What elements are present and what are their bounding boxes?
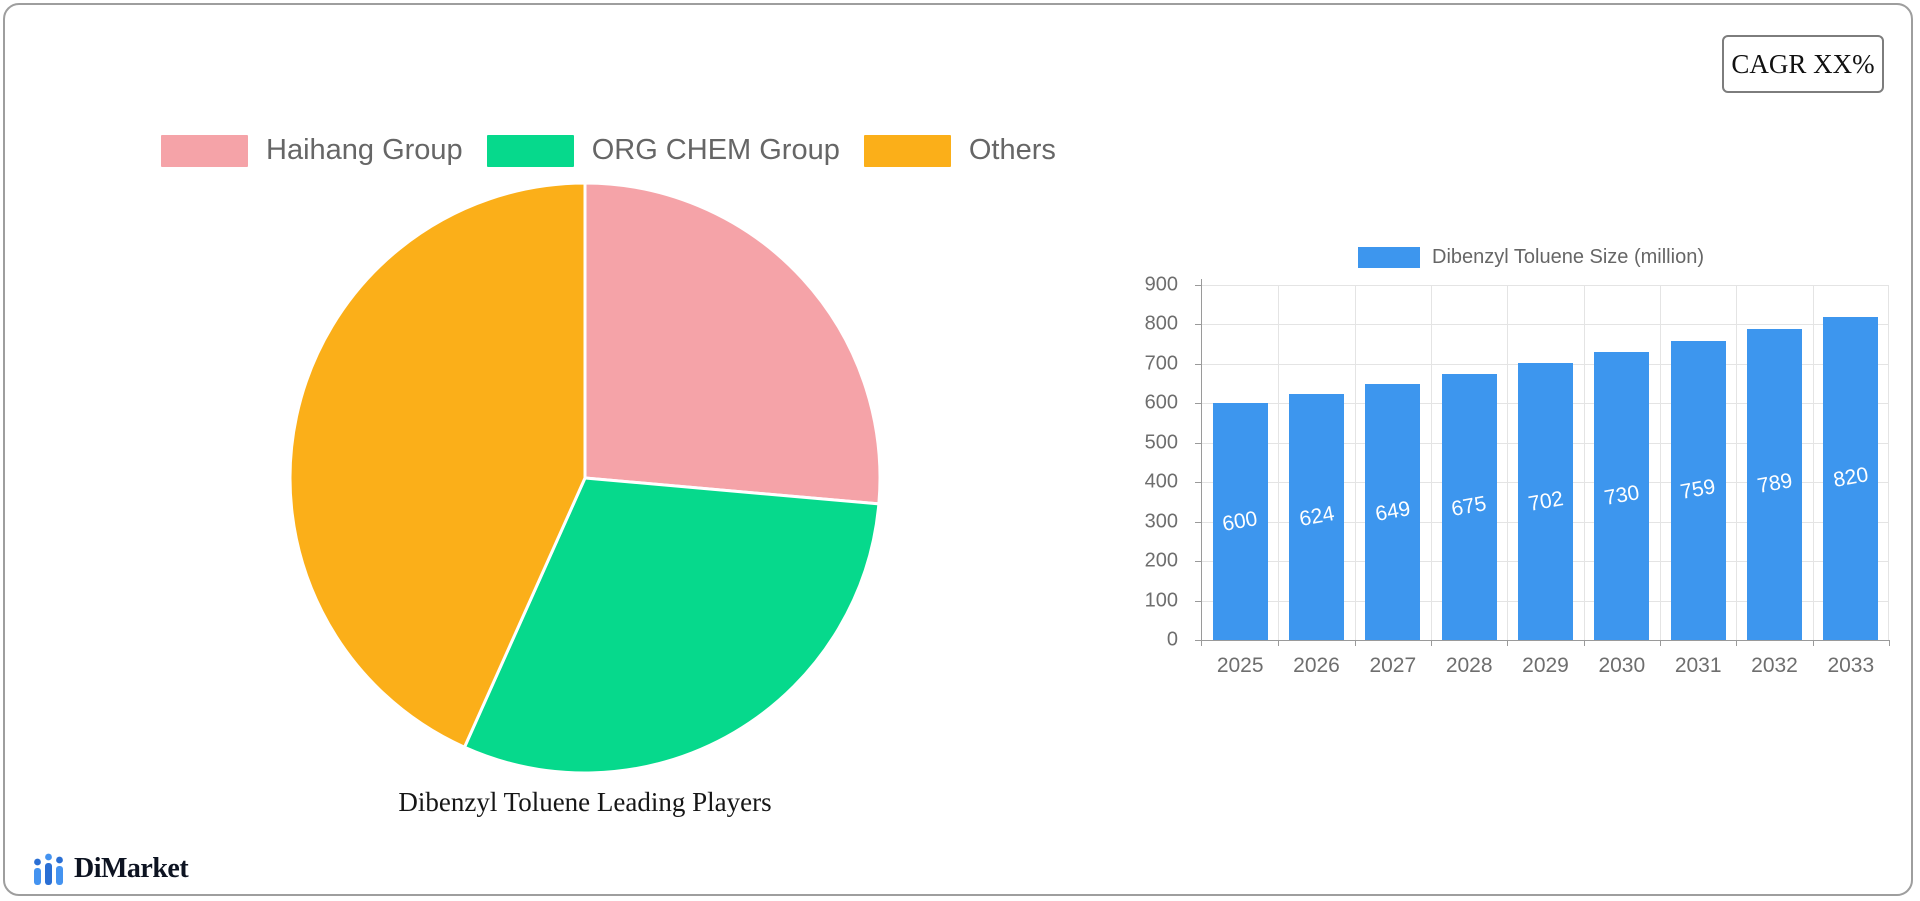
y-axis-tick: [1195, 403, 1202, 405]
y-axis-tick: [1195, 324, 1202, 326]
x-axis-tick: [1507, 640, 1509, 646]
bar-2025[interactable]: [1212, 403, 1268, 640]
bar-chart-y-axis-labels: 0 100 200 300 400 500 600 700 800 900: [1100, 274, 1190, 651]
x-axis-tick-label: 2027: [1369, 654, 1417, 677]
y-axis-tick: [1195, 640, 1202, 641]
gridline-vertical: [1812, 285, 1814, 640]
bar-2030[interactable]: [1594, 352, 1650, 640]
x-axis-tick: [1583, 640, 1585, 646]
y-axis-tick-label: 600: [1144, 391, 1178, 414]
x-axis-tick-label: 2025: [1216, 654, 1264, 677]
pie-legend-swatch-org-chem-group: [486, 134, 574, 167]
pie-legend-swatch-haihang-group: [161, 134, 248, 167]
gridline-vertical: [1507, 285, 1509, 640]
x-axis-tick: [1736, 640, 1738, 646]
gridline-vertical: [1278, 285, 1280, 640]
gridline-vertical: [1583, 285, 1585, 640]
y-axis-tick-label: 0: [1166, 628, 1178, 651]
pie-slice-others[interactable]: [288, 181, 587, 749]
gridline-horizontal: [1202, 285, 1889, 286]
x-axis-tick-label: 2032: [1751, 654, 1798, 677]
bar-legend-label: Dibenzyl Toluene Size (million): [1432, 246, 1704, 268]
bar-legend-swatch: [1358, 247, 1420, 268]
x-axis-tick: [1889, 640, 1890, 646]
x-axis-tick-label: 2028: [1445, 654, 1493, 677]
y-axis-tick: [1195, 600, 1202, 602]
bar-chart-x-axis-labels: 2025 2026 2027 2028 2029 2030 2031 2032 2033: [1202, 654, 1889, 680]
y-axis-tick-label: 800: [1144, 312, 1178, 335]
x-axis-tick-label: 2026: [1293, 654, 1340, 677]
bar-2031[interactable]: [1670, 340, 1726, 640]
y-axis-tick: [1195, 442, 1202, 444]
x-axis-tick-label: 2029: [1522, 654, 1569, 677]
y-axis-tick-label: 300: [1144, 510, 1178, 533]
x-axis-tick: [1660, 640, 1661, 646]
x-axis-tick-label: 2033: [1827, 654, 1875, 677]
gridline-vertical: [1888, 285, 1889, 640]
bar-2026[interactable]: [1289, 393, 1344, 640]
bar-chart-y-axis-line: [1201, 279, 1202, 646]
bar-chart-x-axis-line: [1196, 640, 1890, 641]
pie-legend-swatch-others: [863, 134, 951, 167]
bar-2027[interactable]: [1365, 384, 1421, 640]
dimarket-logo-text: DiMarket: [74, 853, 189, 884]
gridline-vertical: [1431, 285, 1432, 640]
pie-legend: Haihang Group ORG CHEM Group Others: [161, 134, 1080, 167]
y-axis-tick-label: 400: [1144, 470, 1178, 493]
y-axis-tick-label: 200: [1144, 549, 1178, 572]
x-axis-tick: [1354, 640, 1356, 646]
y-axis-tick-label: 500: [1144, 431, 1178, 454]
bar-2028[interactable]: [1441, 373, 1497, 641]
pie-legend-label: Others: [968, 134, 1056, 166]
y-axis-tick-label: 900: [1144, 273, 1178, 296]
dimarket-logo: DiMarket: [32, 851, 189, 887]
cagr-box: CAGR XX%: [1722, 35, 1884, 93]
bar-2033[interactable]: [1823, 316, 1879, 640]
y-axis-tick: [1195, 521, 1202, 523]
bar-2032[interactable]: [1747, 328, 1802, 640]
pie-legend-item-haihang-group[interactable]: Haihang Group: [161, 134, 463, 167]
x-axis-tick-label: 2031: [1674, 654, 1722, 677]
y-axis-tick: [1195, 363, 1202, 365]
pie-slice-org-chem-group[interactable]: [462, 476, 881, 775]
pie-legend-label: Haihang Group: [266, 134, 463, 166]
y-axis-tick: [1195, 482, 1202, 484]
bar-chart-logo-icon: [34, 853, 63, 885]
gridline-vertical: [1354, 285, 1356, 640]
y-axis-tick: [1195, 561, 1202, 563]
y-axis-tick-label: 700: [1144, 352, 1178, 375]
x-axis-tick: [1431, 640, 1432, 646]
gridline-horizontal: [1202, 324, 1889, 326]
pie-legend-label: ORG CHEM Group: [591, 134, 840, 166]
bar-legend-item-dibenzyl-toluene-size[interactable]: Dibenzyl Toluene Size (million): [1358, 246, 1704, 269]
y-axis-tick: [1195, 285, 1202, 286]
bar-chart-plot-area: 600 624 649 675 702 730 759 789 820: [1202, 285, 1889, 641]
y-axis-tick-label: 100: [1144, 589, 1178, 612]
pie-slice-haihang-group[interactable]: [583, 181, 882, 506]
x-axis-tick-label: 2030: [1598, 654, 1646, 677]
cagr-label: CAGR XX%: [1731, 48, 1875, 79]
pie-legend-item-org-chem-group[interactable]: ORG CHEM Group: [486, 134, 840, 167]
x-axis-tick: [1278, 640, 1280, 646]
gridline-vertical: [1736, 285, 1738, 640]
x-axis-tick: [1812, 640, 1814, 646]
bar-2029[interactable]: [1518, 363, 1573, 640]
pie-chart: [288, 181, 882, 775]
gridline-vertical: [1660, 285, 1661, 640]
pie-chart-title: Dibenzyl Toluene Leading Players: [398, 787, 772, 817]
pie-legend-item-others[interactable]: Others: [863, 134, 1056, 167]
